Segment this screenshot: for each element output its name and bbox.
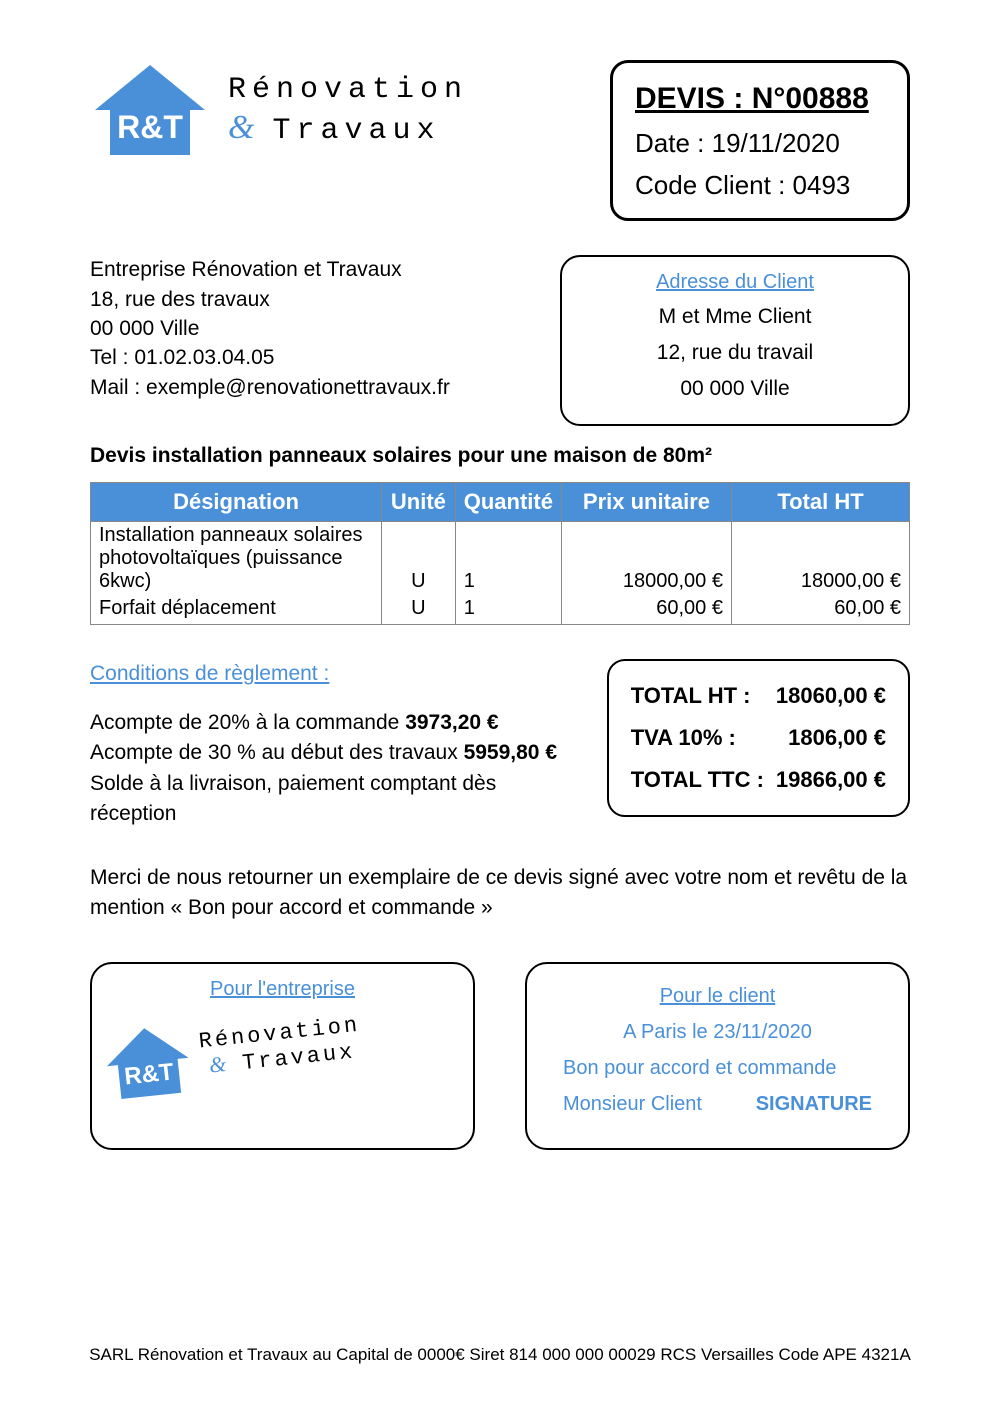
cell-unit-price: 18000,00 € [561,522,731,596]
cell-unit: U [382,522,456,596]
company-address: Entreprise Rénovation et Travaux 18, rue… [90,255,450,426]
client-city: 00 000 Ville [602,371,868,407]
devis-number: DEVIS : N°00888 [635,75,885,123]
conditions-totals-row: Conditions de règlement : Acompte de 20%… [90,659,910,829]
col-total-ht: Total HT [731,483,909,522]
company-signature-box: Pour l'entreprise R&T Rénovation & Trava… [90,962,475,1150]
header-row: R&T Rénovation & Travaux DEVIS : N°00888… [90,60,910,221]
cell-total: 18000,00 € [731,522,909,596]
total-ttc-row: TOTAL TTC : 19866,00 € [631,759,886,801]
total-ttc-label: TOTAL TTC : [631,759,764,801]
company-street: 18, rue des travaux [90,285,450,314]
table-row: Forfait déplacementU160,00 €60,00 € [91,595,910,625]
cell-unit-price: 60,00 € [561,595,731,625]
total-ht-value: 18060,00 € [776,675,886,717]
stamp-text: Rénovation & Travaux [198,1014,364,1081]
total-tva-row: TVA 10% : 1806,00 € [631,717,886,759]
cond1-amount: 3973,20 € [405,711,498,734]
client-sig-signature: SIGNATURE [756,1086,872,1122]
signature-row: Pour l'entreprise R&T Rénovation & Trava… [90,962,910,1150]
client-address-box: Adresse du Client M et Mme Client 12, ru… [560,255,910,426]
devis-date-row: Date : 19/11/2020 [635,123,885,165]
total-tva-label: TVA 10% : [631,717,736,759]
client-name: M et Mme Client [602,299,868,335]
items-table: Désignation Unité Quantité Prix unitaire… [90,482,910,625]
col-quantite: Quantité [455,483,561,522]
cell-unit: U [382,595,456,625]
cond1-text: Acompte de 20% à la commande [90,711,405,734]
footer-legal: SARL Rénovation et Travaux au Capital de… [0,1345,1000,1365]
conditions-block: Conditions de règlement : Acompte de 20%… [90,659,577,829]
cell-qty: 1 [455,522,561,596]
col-unite: Unité [382,483,456,522]
total-ht-row: TOTAL HT : 18060,00 € [631,675,886,717]
logo-badge-text: R&T [117,109,183,145]
logo-ampersand: & [228,109,254,146]
company-mail-value: exemple@renovationettravaux.fr [146,376,450,399]
client-sig-name-row: Monsieur Client SIGNATURE [553,1086,882,1122]
client-signature-box: Pour le client A Paris le 23/11/2020 Bon… [525,962,910,1150]
devis-code-row: Code Client : 0493 [635,165,885,207]
logo-house-icon: R&T [90,60,210,160]
totals-box: TOTAL HT : 18060,00 € TVA 10% : 1806,00 … [607,659,910,816]
client-sig-name: Monsieur Client [563,1086,702,1122]
company-tel-value: 01.02.03.04.05 [134,346,274,369]
total-ttc-value: 19866,00 € [776,759,886,801]
company-tel-label: Tel : [90,346,129,369]
company-tel-row: Tel : 01.02.03.04.05 [90,343,450,372]
client-sig-header: Pour le client [553,978,882,1014]
table-row: Installation panneaux solairesphotovolta… [91,522,910,596]
devis-code-value: 0493 [793,170,851,200]
col-designation: Désignation [91,483,382,522]
client-sig-approval: Bon pour accord et commande [553,1050,882,1086]
return-instruction: Merci de nous retourner un exemplaire de… [90,863,910,922]
company-name: Entreprise Rénovation et Travaux [90,255,450,284]
info-row: Entreprise Rénovation et Travaux 18, rue… [90,255,910,426]
company-mail-label: Mail : [90,376,140,399]
cell-total: 60,00 € [731,595,909,625]
cell-qty: 1 [455,595,561,625]
cond2-text: Acompte de 30 % au début des travaux [90,741,464,764]
conditions-line2: Acompte de 30 % au début des travaux 595… [90,738,577,768]
company-mail-row: Mail : exemple@renovationettravaux.fr [90,373,450,402]
table-header-row: Désignation Unité Quantité Prix unitaire… [91,483,910,522]
svg-text:R&T: R&T [123,1058,175,1090]
stamp-house-icon: R&T [99,1019,196,1103]
conditions-header: Conditions de règlement : [90,659,329,689]
company-stamp: R&T Rénovation & Travaux [97,978,427,1121]
devis-info-box: DEVIS : N°00888 Date : 19/11/2020 Code C… [610,60,910,221]
client-sig-place-date: A Paris le 23/11/2020 [553,1014,882,1050]
stamp-amp: & [208,1051,228,1078]
devis-date-label: Date : [635,128,704,158]
cell-designation: Forfait déplacement [91,595,382,625]
logo-text: Rénovation & Travaux [228,72,468,149]
devis-code-label: Code Client : [635,170,785,200]
cond2-amount: 5959,80 € [464,741,557,764]
col-prix-unitaire: Prix unitaire [561,483,731,522]
devis-title: Devis installation panneaux solaires pou… [90,444,910,468]
company-city: 00 000 Ville [90,314,450,343]
cell-designation: Installation panneaux solairesphotovolta… [91,522,382,596]
total-tva-value: 1806,00 € [788,717,886,759]
logo-line1: Rénovation [228,72,468,108]
logo-block: R&T Rénovation & Travaux [90,60,468,160]
client-header: Adresse du Client [602,265,868,299]
conditions-line3: Solde à la livraison, paiement comptant … [90,769,577,830]
devis-date-value: 19/11/2020 [712,128,840,158]
client-street: 12, rue du travail [602,335,868,371]
conditions-line1: Acompte de 20% à la commande 3973,20 € [90,708,577,738]
logo-line2: Travaux [272,114,440,148]
total-ht-label: TOTAL HT : [631,675,751,717]
